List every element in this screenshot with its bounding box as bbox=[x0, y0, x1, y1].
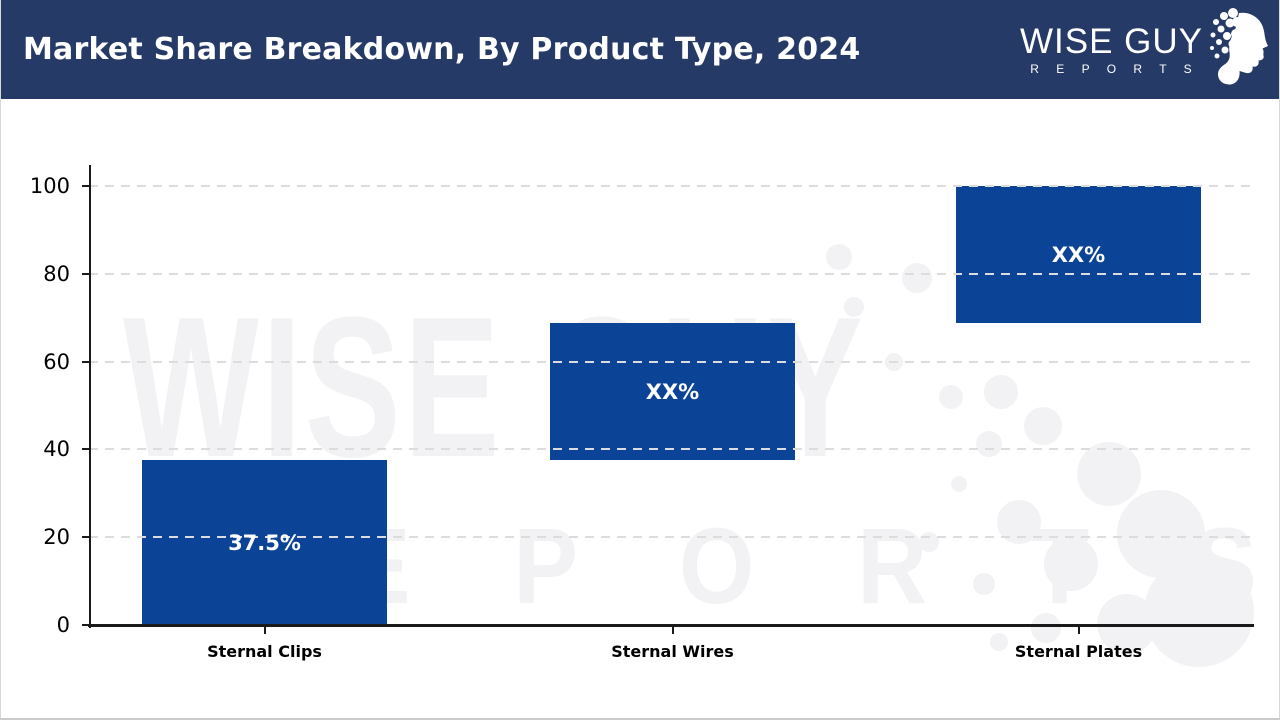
gridline-100 bbox=[89, 185, 1254, 187]
y-tick-label: 20 bbox=[43, 525, 70, 550]
bar-sternal-plates[interactable] bbox=[956, 186, 1201, 324]
y-tick-mark-80 bbox=[82, 272, 89, 275]
x-tick-label: Sternal Clips bbox=[207, 642, 322, 661]
x-tick-mark-1 bbox=[263, 627, 266, 634]
y-tick-mark-0 bbox=[82, 624, 89, 626]
bar-value-label: XX% bbox=[645, 379, 700, 404]
y-tick-mark-100 bbox=[82, 185, 89, 187]
y-tick-mark-60 bbox=[82, 360, 89, 363]
wiseguy-logo-tagline: R E P O R T S bbox=[1030, 62, 1199, 77]
y-tick-mark-20 bbox=[82, 536, 89, 539]
bar-sternal-wires[interactable] bbox=[550, 323, 795, 461]
y-tick-label: 0 bbox=[56, 613, 70, 637]
header-bar: Market Share Breakdown, By Product Type,… bbox=[1, 0, 1279, 99]
y-tick-label: 100 bbox=[29, 174, 70, 198]
y-tick-label: 40 bbox=[43, 437, 70, 462]
x-tick-mark-2 bbox=[671, 627, 674, 634]
gridline-80 bbox=[89, 272, 1254, 275]
x-tick-mark-3 bbox=[1077, 627, 1080, 634]
wiseguy-logo: WISE GUY R E P O R T S bbox=[1020, 6, 1269, 94]
bar-value-label: 37.5% bbox=[228, 530, 301, 555]
x-tick-label: Sternal Plates bbox=[1014, 642, 1143, 661]
wiseguy-logo-text: WISE GUY R E P O R T S bbox=[1019, 21, 1203, 77]
y-tick-label: 60 bbox=[43, 349, 70, 374]
bar-value-label: XX% bbox=[1051, 242, 1106, 267]
wiseguy-logo-name: WISE GUY bbox=[1019, 21, 1203, 61]
wiseguy-head-icon bbox=[1210, 8, 1268, 85]
x-tick-label: Sternal Wires bbox=[611, 642, 734, 661]
gridline-20 bbox=[89, 536, 1254, 539]
x-axis-spine bbox=[88, 624, 1254, 627]
gridline-60 bbox=[89, 360, 1254, 363]
y-tick-label: 80 bbox=[43, 261, 70, 286]
gridline-40 bbox=[89, 448, 1254, 451]
y-axis-spine bbox=[89, 165, 91, 628]
chart-title: Market Share Breakdown, By Product Type,… bbox=[23, 32, 861, 67]
bar-sternal-clips[interactable] bbox=[142, 460, 387, 625]
y-tick-mark-40 bbox=[82, 448, 89, 451]
